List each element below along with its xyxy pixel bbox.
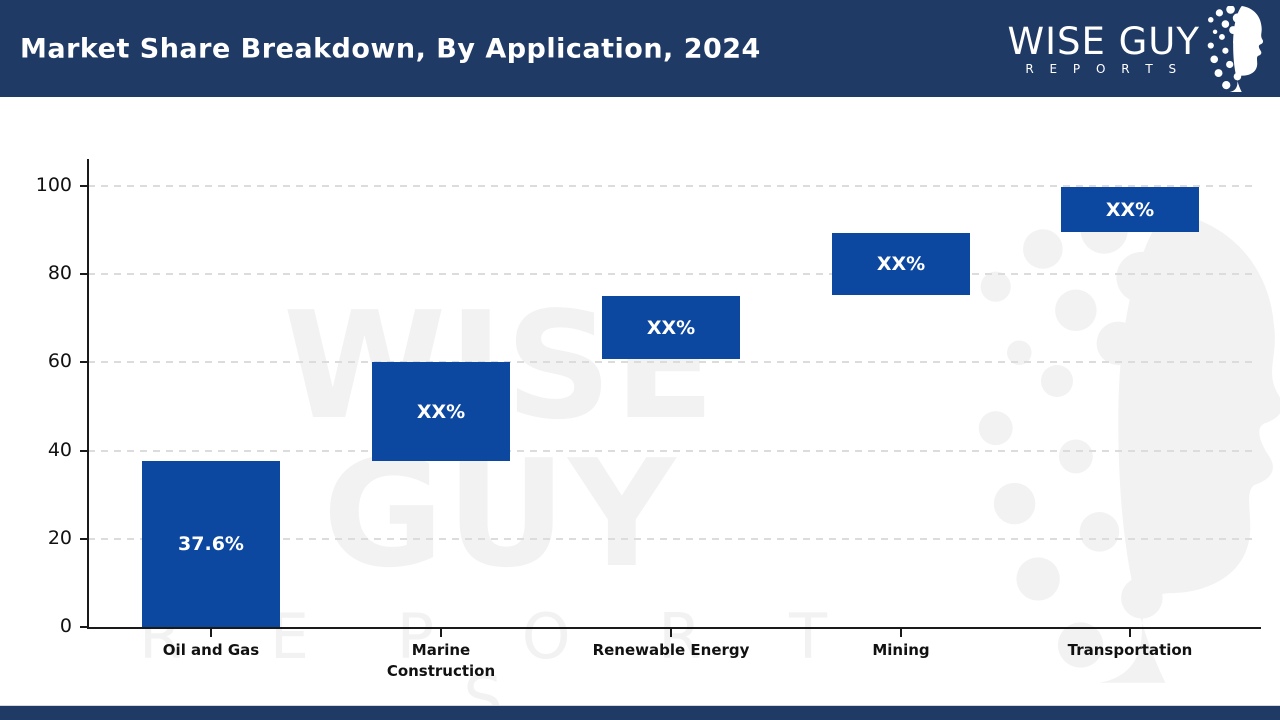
x-axis-line [87, 627, 1261, 629]
xtick-mark-0 [210, 629, 212, 637]
xtick-mark-3 [900, 629, 902, 637]
xtick-mark-4 [1129, 629, 1131, 637]
chart-plot-area: WISE GUY R E P O R T S 02040608010037.6%… [0, 97, 1280, 720]
brand-name: WISE GUY [1007, 19, 1200, 63]
bar-transportation: XX% [1061, 186, 1199, 233]
xcat-label-0: Oil and Gas [162, 641, 260, 659]
wiseguy-head-icon [1207, 5, 1264, 92]
bar-marine-construction: XX% [372, 361, 510, 462]
gridline-y100 [88, 185, 1256, 187]
ytick-mark-80 [80, 273, 88, 276]
wiseguy-logo: WISE GUY R E P O R T S [1008, 5, 1266, 92]
header-bar: Market Share Breakdown, By Application, … [0, 0, 1280, 97]
ytick-mark-60 [80, 361, 88, 364]
bar-mining: XX% [832, 233, 970, 296]
gridline-y20 [88, 537, 1256, 540]
ytick-label-100: 100 [35, 174, 72, 196]
bar-value-label: XX% [876, 253, 926, 276]
brand-subtitle: R E P O R T S [1025, 61, 1183, 76]
ytick-mark-0 [80, 626, 88, 628]
ytick-label-40: 40 [47, 438, 72, 461]
ytick-mark-100 [80, 185, 88, 187]
watermark-head-icon [978, 207, 1280, 683]
xtick-mark-2 [670, 629, 672, 637]
ytick-mark-20 [80, 537, 88, 540]
wiseguy-logo-text: WISE GUY R E P O R T S [1008, 23, 1200, 75]
bar-value-label: XX% [1105, 198, 1155, 221]
gridline-y80 [88, 273, 1256, 276]
ytick-label-60: 60 [47, 350, 72, 373]
gridline-y60 [88, 361, 1256, 364]
ytick-mark-40 [80, 449, 88, 452]
ytick-label-0: 0 [59, 615, 72, 637]
xcat-label-3: Mining [872, 641, 930, 659]
xcat-label-1: Marine Construction [386, 641, 496, 680]
chart-title: Market Share Breakdown, By Application, … [20, 33, 761, 64]
bar-oil-and-gas: 37.6% [142, 461, 280, 627]
xcat-label-4: Transportation [1067, 641, 1193, 659]
ytick-label-20: 20 [47, 526, 72, 549]
bar-value-label: 37.6% [178, 533, 244, 556]
xcat-label-2: Renewable Energy [592, 641, 750, 659]
bar-renewable-energy: XX% [602, 296, 740, 360]
bar-value-label: XX% [416, 400, 466, 423]
footer-bar [0, 705, 1280, 720]
ytick-label-80: 80 [47, 262, 72, 285]
bar-value-label: XX% [646, 316, 696, 339]
gridline-y40 [88, 449, 1256, 452]
xtick-mark-1 [440, 629, 442, 637]
y-axis-line [87, 159, 89, 629]
